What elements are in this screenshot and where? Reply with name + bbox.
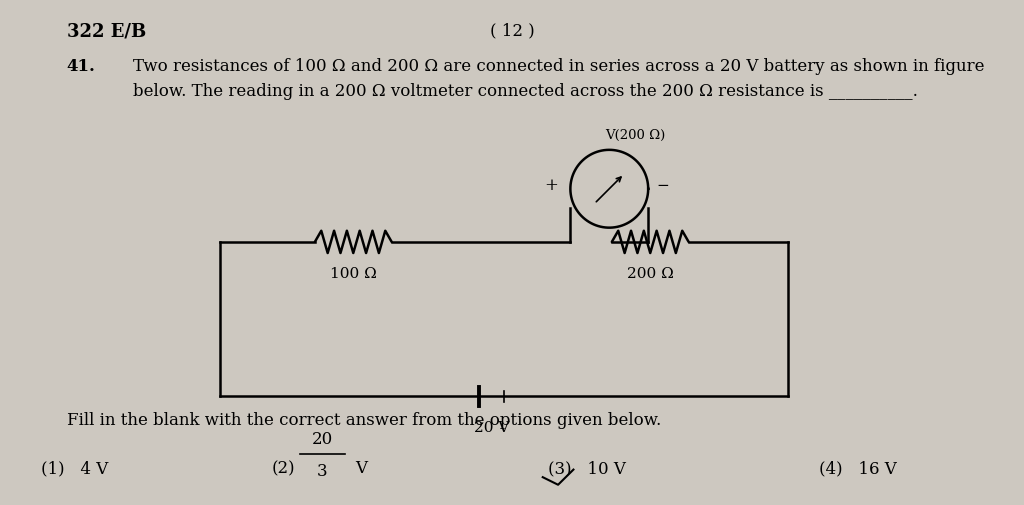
Text: (4)   16 V: (4) 16 V: [819, 460, 897, 477]
Text: 3: 3: [317, 462, 328, 479]
Text: 100 Ω: 100 Ω: [330, 267, 377, 281]
Text: (1)   4 V: (1) 4 V: [41, 460, 109, 477]
Text: 200 Ω: 200 Ω: [627, 267, 674, 281]
Text: Fill in the blank with the correct answer from the options given below.: Fill in the blank with the correct answe…: [67, 412, 660, 429]
Text: 41.: 41.: [67, 58, 95, 75]
Text: (2): (2): [271, 460, 295, 477]
Text: below. The reading in a 200 Ω voltmeter connected across the 200 Ω resistance is: below. The reading in a 200 Ω voltmeter …: [133, 83, 918, 100]
Text: 322 E/B: 322 E/B: [67, 23, 145, 41]
Text: +: +: [544, 177, 558, 194]
Text: 20 V: 20 V: [474, 421, 509, 435]
Text: 20: 20: [312, 430, 333, 447]
Text: V: V: [355, 460, 368, 477]
Text: V(200 Ω): V(200 Ω): [605, 128, 665, 141]
Text: ( 12 ): ( 12 ): [489, 23, 535, 40]
Text: Two resistances of 100 Ω and 200 Ω are connected in series across a 20 V battery: Two resistances of 100 Ω and 200 Ω are c…: [133, 58, 985, 75]
Text: (3)   10 V: (3) 10 V: [548, 460, 626, 477]
Text: −: −: [656, 178, 669, 192]
